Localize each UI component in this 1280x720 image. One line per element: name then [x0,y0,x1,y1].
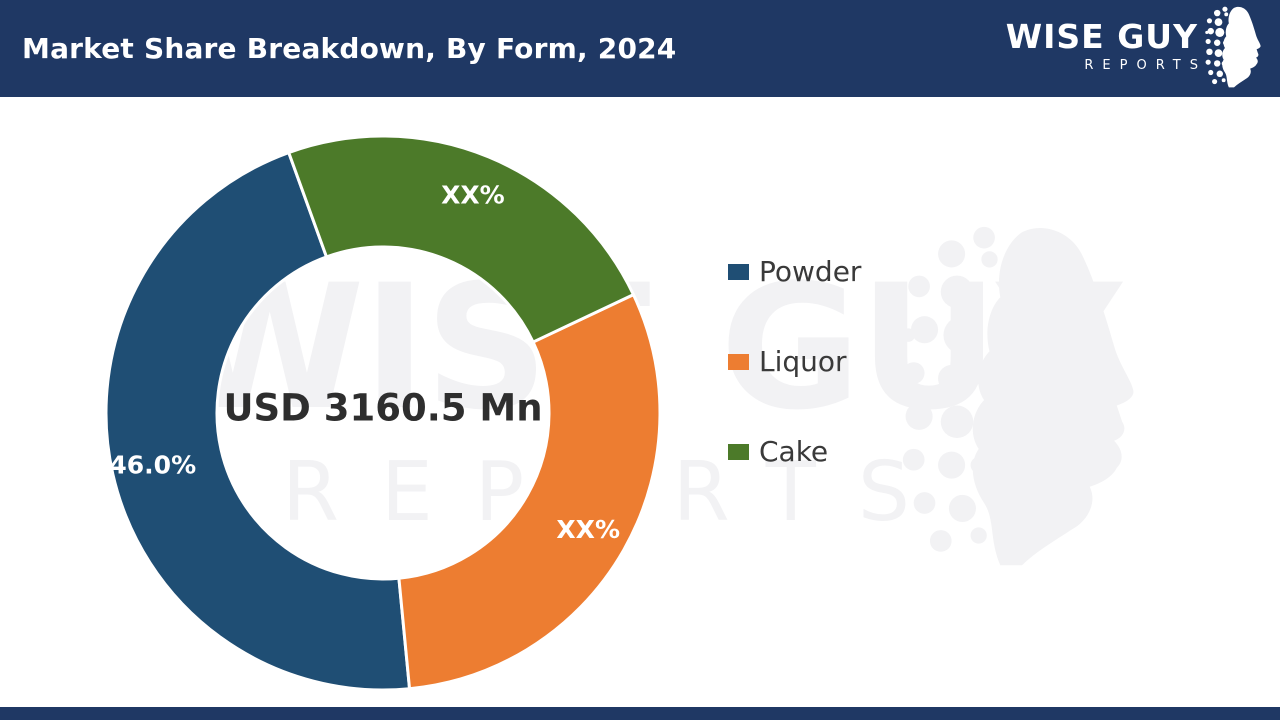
legend-item-powder: Powder [728,258,861,286]
legend-marker-liquor [728,354,749,370]
legend-marker-powder [728,264,749,280]
legend-label: Cake [759,435,829,468]
footer-bar [0,707,1280,720]
legend-label: Powder [759,255,862,288]
legend-item-liquor: Liquor [728,348,847,376]
page-title: Market Share Breakdown, By Form, 2024 [22,32,677,65]
logo-text: WISE GUY REPORTS [1005,17,1198,74]
slice-label-liquor: XX% [556,515,620,544]
legend-marker-cake [728,444,749,460]
legend-label: Liquor [759,345,847,378]
legend-item-cake: Cake [728,438,828,466]
logo-reports-text: REPORTS [1084,58,1207,73]
slice-label-cake: XX% [441,180,505,209]
slice-cake [287,134,635,344]
logo-wiseguy-text: WISE GUY [1005,17,1198,56]
header-bar: Market Share Breakdown, By Form, 2024 WI… [0,0,1280,97]
logo-face-icon [1200,4,1268,88]
slice-label-powder: 46.0% [109,450,196,479]
donut-center-value: USD 3160.5 Mn [223,387,542,430]
slice-powder [104,151,412,692]
wise-guy-reports-logo: WISE GUY REPORTS [1006,4,1268,88]
slice-liquor [397,293,662,691]
